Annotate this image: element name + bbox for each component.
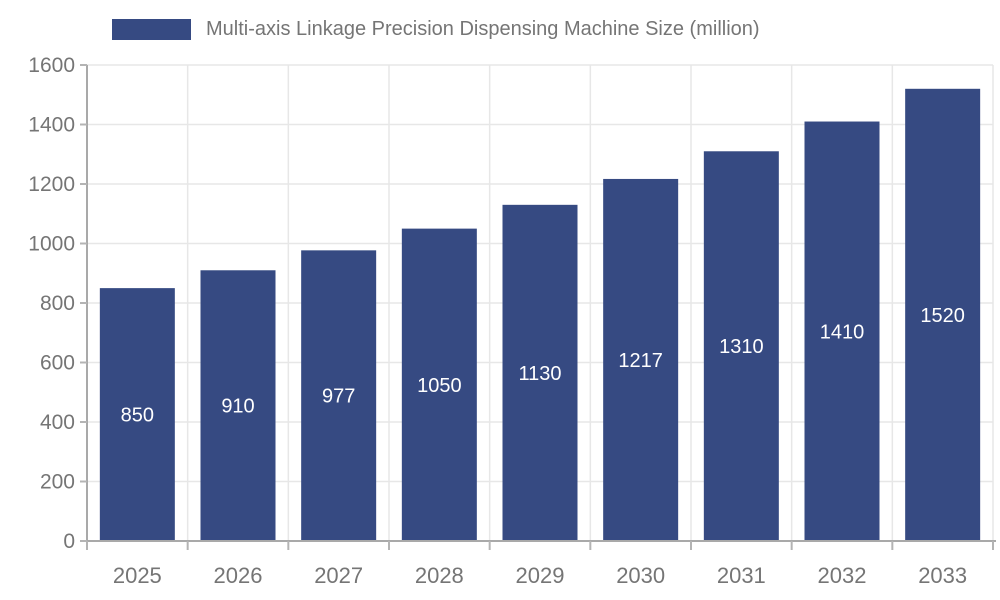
y-tick-label: 1600 [28,54,75,77]
bar-value-label: 1050 [417,375,462,397]
legend-swatch [112,19,191,40]
y-tick-label: 400 [40,411,75,434]
bar-2029 [502,204,578,540]
x-tick-label: 2030 [616,563,665,588]
x-tick-label: 2033 [918,563,967,588]
bar-value-label: 1130 [518,363,561,385]
bar-value-label: 850 [121,405,154,427]
y-tick-label: 600 [40,352,75,375]
y-tick-label: 800 [40,292,75,315]
bar-value-label: 1410 [820,321,865,343]
y-tick-label: 1000 [28,233,75,256]
bar-2030 [603,178,679,540]
x-tick-label: 2029 [516,563,565,588]
bar-2025 [99,288,175,540]
chart-legend[interactable]: Multi-axis Linkage Precision Dispensing … [112,18,760,41]
x-tick-label: 2031 [717,563,766,588]
x-tick-label: 2025 [113,563,162,588]
bar-value-label: 1310 [719,336,764,358]
y-tick-label: 200 [40,471,75,494]
y-tick-label: 0 [63,530,75,553]
bar-2026 [200,270,276,540]
legend-label: Multi-axis Linkage Precision Dispensing … [206,18,760,40]
y-tick-label: 1200 [28,173,75,196]
bar-value-label: 1520 [920,305,965,327]
x-tick-label: 2026 [214,563,263,588]
x-tick-label: 2032 [818,563,867,588]
y-tick-label: 1400 [28,114,75,137]
x-tick-label: 2028 [415,563,464,588]
bar-2031 [703,151,779,540]
x-tick-label: 2027 [314,563,363,588]
bar-2032 [804,121,880,541]
bar-value-label: 977 [322,386,355,408]
bar-2028 [401,228,477,540]
bar-2033 [905,88,981,541]
bar-value-label: 910 [221,396,254,418]
bar-value-label: 1217 [618,350,663,372]
bar-2027 [301,250,377,540]
